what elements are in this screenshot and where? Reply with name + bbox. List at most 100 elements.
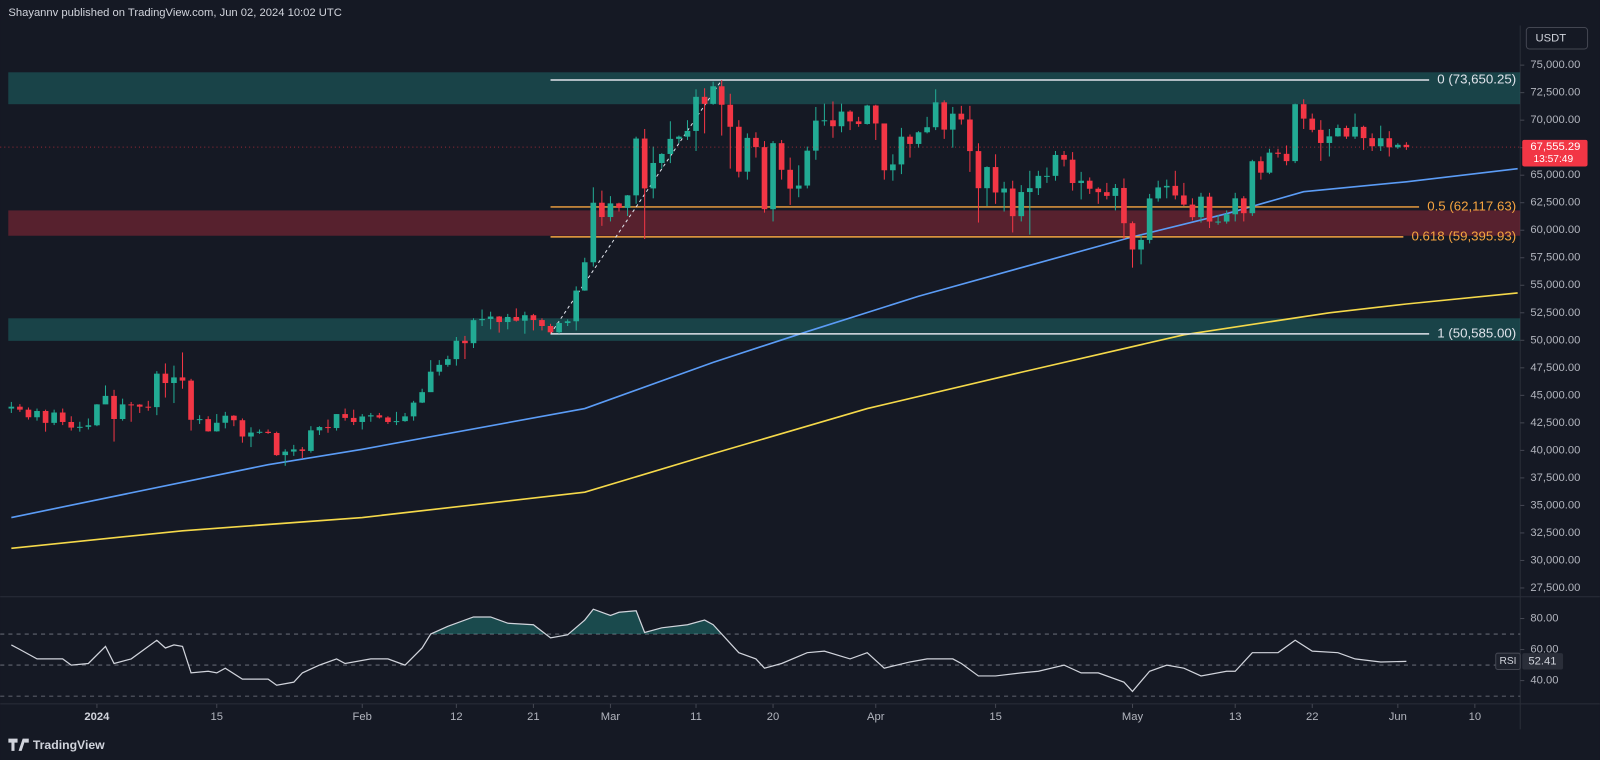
candle-body: [504, 316, 511, 323]
candle-body: [1369, 138, 1375, 147]
candle-body: [821, 120, 828, 122]
candle-body: [907, 136, 913, 144]
candle-body: [881, 123, 888, 171]
candle-body: [436, 364, 443, 372]
candle-body: [1189, 204, 1196, 218]
zones-layer: [8, 72, 1521, 341]
fib-layer: 0 (73,650.25) 0.5 (62,117.63) 0.618 (59,39…: [550, 71, 1517, 340]
candle-body: [59, 412, 66, 422]
candle-body: [1343, 127, 1350, 137]
candle-body: [1292, 104, 1298, 162]
candle-body: [735, 126, 742, 172]
y-tick-label: 35,000.00: [1530, 499, 1580, 511]
candle-body: [1069, 159, 1076, 184]
candle-body: [479, 318, 485, 321]
y-tick-label: 65,000.00: [1530, 169, 1580, 181]
candle-body: [727, 104, 734, 127]
rsi-value-label: 52.41: [1528, 655, 1556, 667]
zone: [8, 210, 1521, 236]
moving-average-line: [11, 292, 1518, 550]
candle-body: [581, 262, 588, 291]
footer-logo[interactable]: TradingView: [8, 738, 105, 752]
candle-body: [367, 415, 374, 417]
candle-body: [890, 164, 896, 171]
axes-layer: 27,500.00 30,000.00 32,500.00 35,000.00 37,5…: [0, 59, 1588, 723]
candle-body: [1249, 161, 1256, 214]
candle-body: [453, 340, 460, 360]
y-tick-label: 55,000.00: [1530, 279, 1580, 291]
candle-body: [265, 431, 271, 433]
candle-body: [1352, 126, 1358, 137]
candle-body: [1283, 153, 1290, 162]
logo-icon[interactable]: [8, 738, 29, 751]
candle-body: [564, 321, 571, 324]
countdown-label: 13:57:49: [1533, 154, 1573, 165]
rsi-value-tag: [1522, 653, 1564, 670]
candle-body: [1309, 118, 1316, 130]
candle-body: [1198, 196, 1204, 218]
candle-body: [958, 113, 965, 120]
candle-body: [427, 371, 434, 393]
candle-body: [915, 132, 922, 144]
candle-body: [470, 320, 477, 344]
candle-body: [1223, 214, 1230, 222]
candle-body: [975, 151, 982, 189]
candle-body: [17, 406, 23, 410]
candle-body: [290, 449, 297, 452]
candle-body: [1044, 175, 1050, 177]
candle-body: [556, 323, 562, 333]
y-tick-label: 37,500.00: [1530, 472, 1580, 484]
candle-body: [419, 392, 425, 403]
rsi-layer: 80.00 60.00 40.00 RSI 52.41: [0, 608, 1564, 697]
candle-body: [85, 425, 92, 427]
candle-body: [676, 136, 682, 139]
candle-body: [1386, 138, 1393, 148]
candle-body: [42, 410, 49, 423]
candle-body: [402, 416, 408, 422]
candle-body: [607, 203, 614, 218]
rsi-tick-label: 40.00: [1530, 675, 1558, 687]
y-tick-label: 42,500.00: [1530, 417, 1580, 429]
candle-body: [222, 415, 229, 423]
candle-body: [1104, 192, 1110, 196]
currency-button[interactable]: [1525, 27, 1589, 50]
logo-text[interactable]: TradingView: [33, 738, 105, 752]
candle-body: [1403, 144, 1410, 148]
candle-body: [1146, 198, 1153, 240]
candle-body: [761, 147, 768, 210]
candle-body: [1026, 188, 1033, 193]
candle-body: [684, 130, 691, 137]
candle-body: [248, 432, 254, 437]
candle-body: [813, 120, 819, 151]
candle-body: [213, 422, 220, 432]
candle-body: [992, 167, 999, 193]
candle-body: [1215, 221, 1221, 223]
zone: [8, 72, 1521, 105]
candle-body: [487, 316, 494, 319]
candle-body: [898, 136, 905, 165]
y-tick-label: 50,000.00: [1530, 334, 1580, 346]
candle-body: [308, 430, 314, 451]
x-tick-label: May: [1122, 711, 1144, 723]
y-tick-label: 52,500.00: [1530, 307, 1580, 319]
candle-body: [188, 380, 194, 420]
candle-body: [273, 432, 280, 456]
candle-body: [1112, 187, 1119, 196]
candle-body: [299, 449, 306, 451]
x-tick-label: Mar: [601, 711, 621, 723]
candle-body: [590, 202, 597, 263]
candle-body: [804, 150, 811, 186]
currency-button-label[interactable]: USDT: [1536, 33, 1567, 45]
y-tick-label: 62,500.00: [1530, 197, 1580, 209]
candle-body: [1009, 188, 1016, 217]
candle-body: [830, 120, 836, 127]
candle-body: [256, 431, 263, 433]
candle-body: [25, 409, 32, 418]
fib-level-label: 0.618 (59,395.93): [1412, 228, 1517, 243]
candle-body: [1155, 187, 1162, 199]
candle-body: [1300, 104, 1307, 119]
candle-body: [1035, 175, 1042, 189]
candle-body: [462, 340, 468, 344]
x-tick-label: 21: [527, 711, 539, 723]
y-tick-label: 30,000.00: [1530, 554, 1580, 566]
